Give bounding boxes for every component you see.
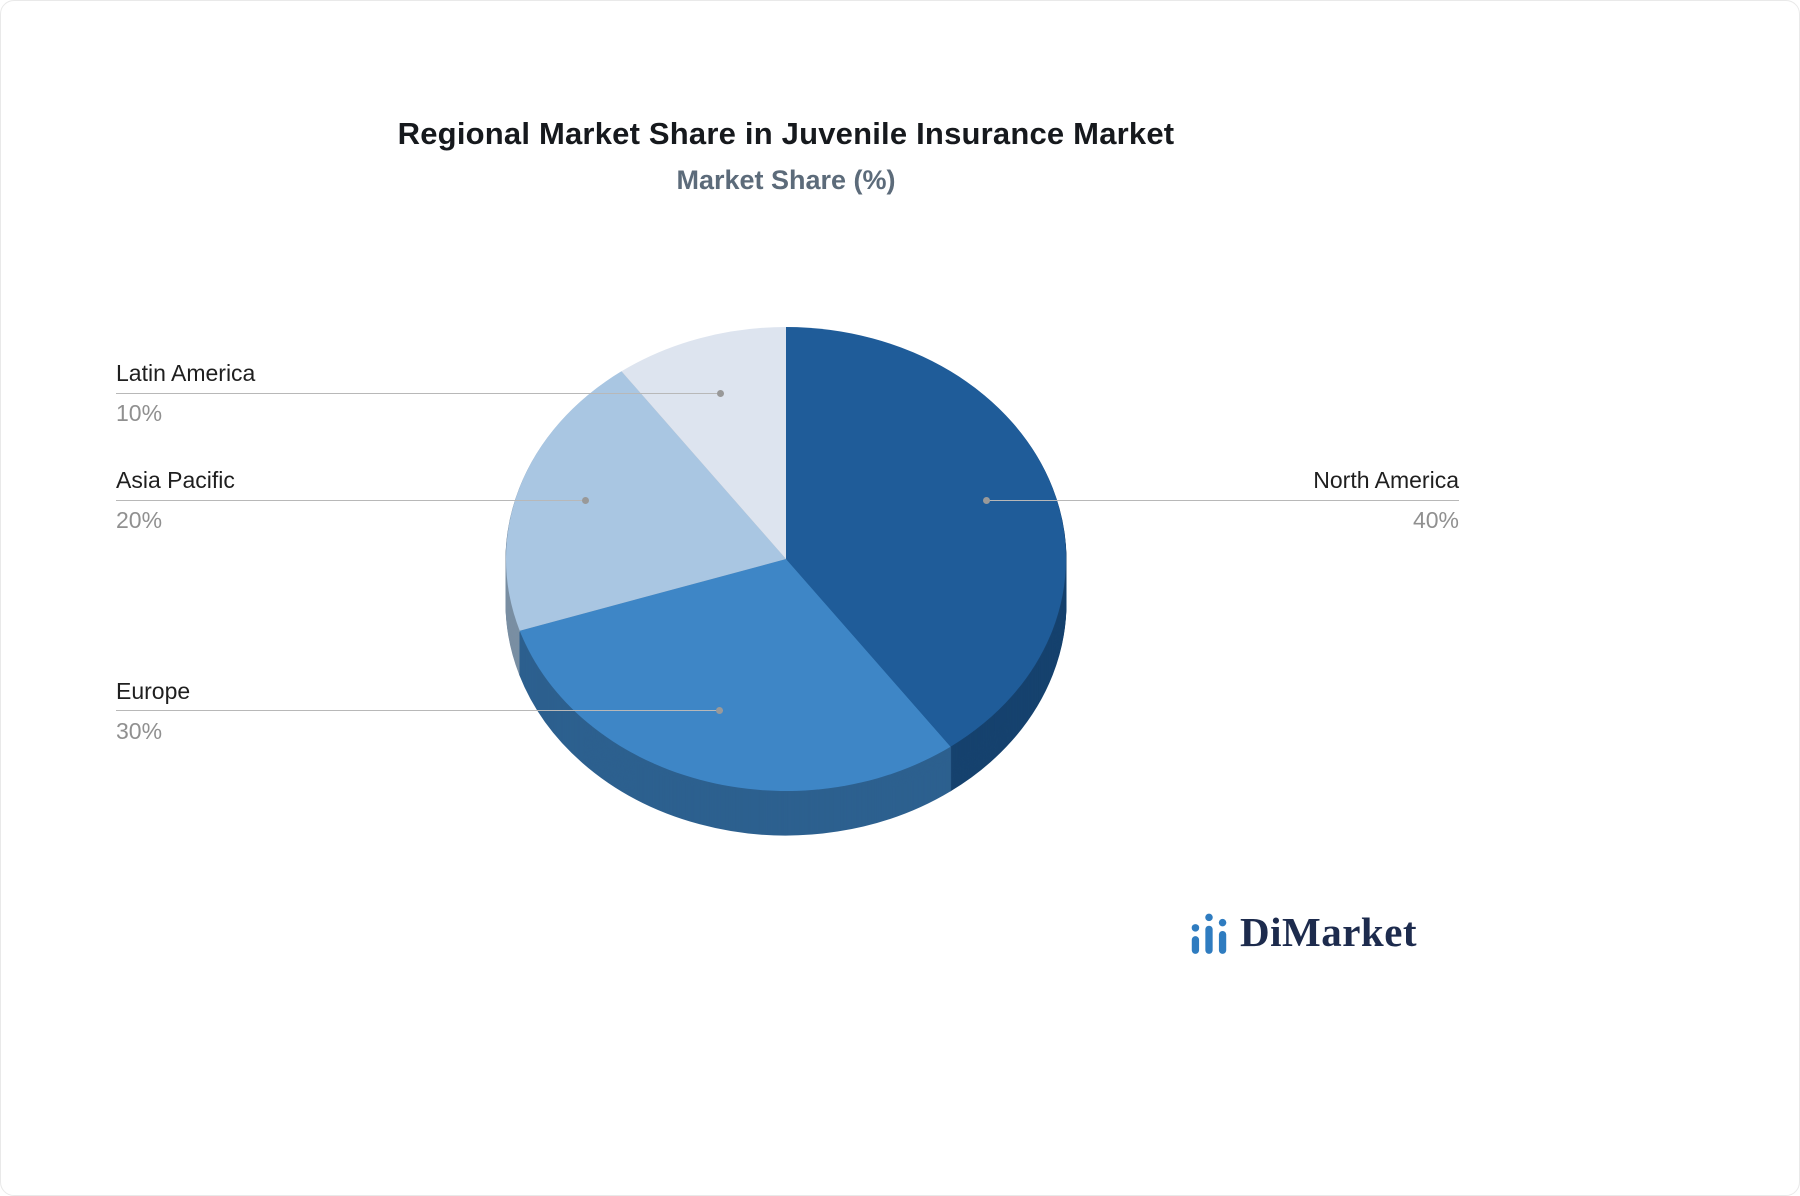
- leader-dot: [582, 497, 589, 504]
- callout-asia-pacific: Asia Pacific 20%: [116, 466, 589, 536]
- pie-slice-europe[interactable]: [519, 559, 951, 792]
- callout-europe: Europe 30%: [116, 677, 723, 747]
- slice-label-latin-america: Latin America: [116, 360, 256, 386]
- slice-label-europe: Europe: [116, 678, 191, 704]
- slice-value-europe: 30%: [116, 718, 163, 744]
- chart-subtitle: Market Share (%): [676, 165, 896, 195]
- leader-line: [116, 710, 723, 711]
- slice-label-asia-pacific: Asia Pacific: [116, 467, 235, 493]
- slice-value-asia-pacific: 20%: [116, 507, 163, 533]
- leader-dot: [983, 497, 990, 504]
- pie-slice-latin-america[interactable]: [621, 327, 786, 559]
- slice-value-latin-america: 10%: [116, 400, 163, 426]
- chart-header: Regional Market Share in Juvenile Insura…: [1, 116, 1571, 196]
- leader-line: [116, 500, 589, 501]
- pie-slice-north-america[interactable]: [786, 327, 1066, 747]
- dimarket-logo-icon: [1191, 913, 1227, 954]
- slice-value-north-america: 40%: [1412, 507, 1459, 533]
- leader-dot: [716, 707, 723, 714]
- dimarket-logo: DiMarket: [1189, 904, 1417, 960]
- leader-line: [986, 500, 1459, 501]
- callout-latin-america: Latin America 10%: [116, 359, 724, 429]
- pie-slice-asia-pacific[interactable]: [505, 371, 786, 631]
- leader-line: [116, 393, 724, 394]
- callout-north-america: North America 40%: [983, 466, 1459, 536]
- slice-label-north-america: North America: [1313, 467, 1459, 493]
- chart-title: Regional Market Share in Juvenile Insura…: [397, 116, 1175, 151]
- pie-top[interactable]: [505, 327, 1066, 792]
- leader-dot: [717, 390, 724, 397]
- dimarket-logo-text: DiMarket: [1240, 909, 1418, 955]
